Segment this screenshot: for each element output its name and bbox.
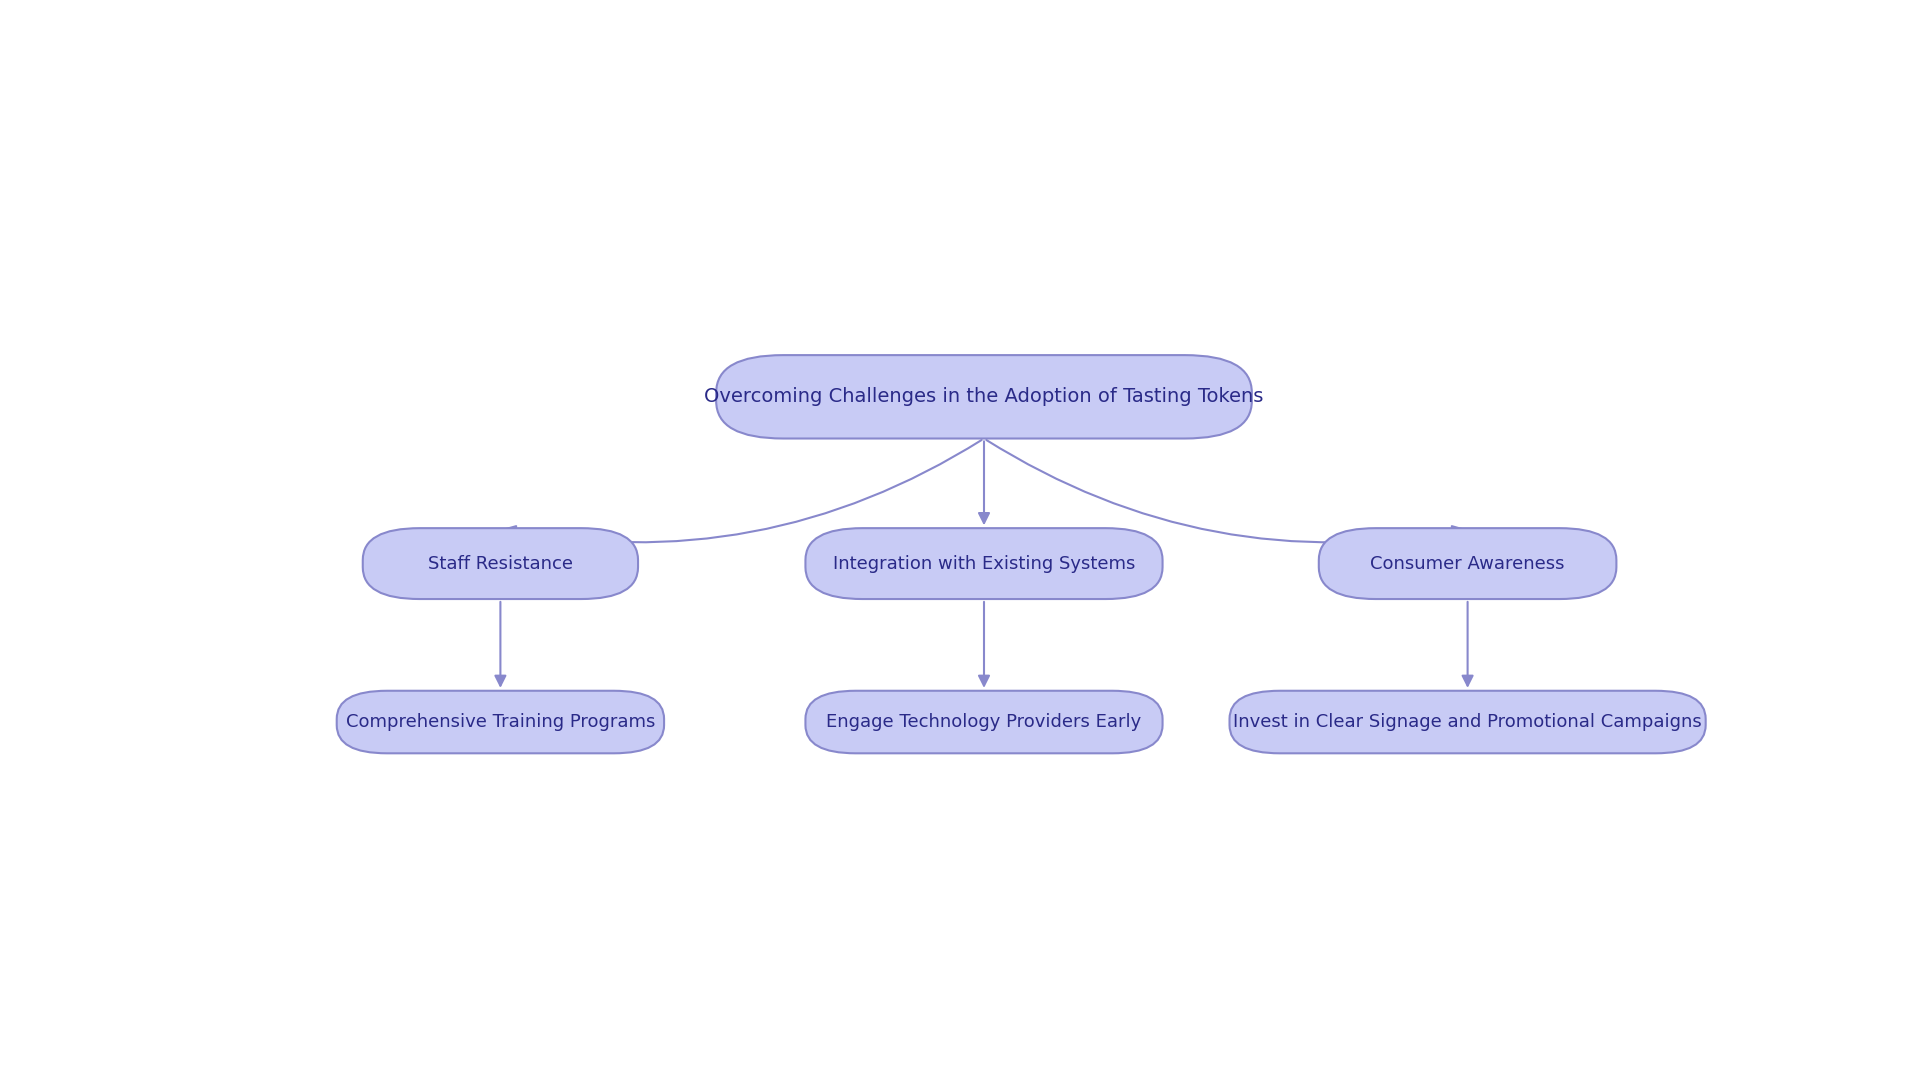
FancyBboxPatch shape — [1319, 529, 1617, 599]
Text: Invest in Clear Signage and Promotional Campaigns: Invest in Clear Signage and Promotional … — [1233, 713, 1701, 731]
FancyBboxPatch shape — [1229, 691, 1705, 754]
Text: Overcoming Challenges in the Adoption of Tasting Tokens: Overcoming Challenges in the Adoption of… — [705, 388, 1263, 406]
Text: Staff Resistance: Staff Resistance — [428, 554, 572, 573]
Text: Comprehensive Training Programs: Comprehensive Training Programs — [346, 713, 655, 731]
FancyBboxPatch shape — [336, 691, 664, 754]
FancyBboxPatch shape — [363, 529, 637, 599]
FancyBboxPatch shape — [806, 691, 1162, 754]
FancyBboxPatch shape — [716, 355, 1252, 439]
Text: Engage Technology Providers Early: Engage Technology Providers Early — [826, 713, 1142, 731]
Text: Integration with Existing Systems: Integration with Existing Systems — [833, 554, 1135, 573]
Text: Consumer Awareness: Consumer Awareness — [1371, 554, 1565, 573]
FancyBboxPatch shape — [806, 529, 1162, 599]
